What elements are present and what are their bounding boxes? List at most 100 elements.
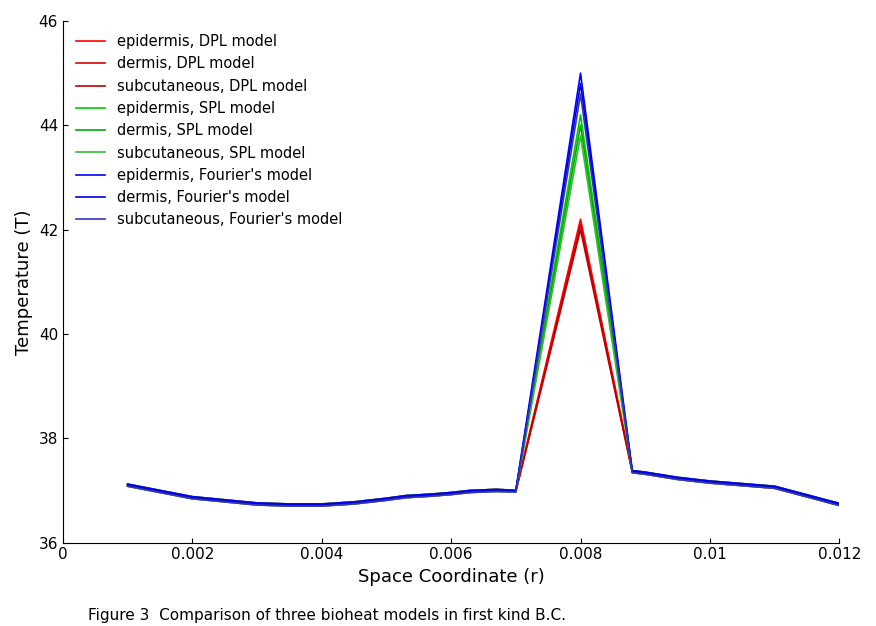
X-axis label: Space Coordinate (r): Space Coordinate (r) bbox=[357, 568, 545, 586]
subcutaneous, DPL model bbox=[400, 494, 411, 501]
epidermis, DPL model bbox=[834, 500, 844, 507]
dermis, SPL model bbox=[316, 501, 327, 509]
dermis, SPL model bbox=[672, 475, 682, 482]
dermis, DPL model bbox=[284, 501, 294, 509]
epidermis, DPL model bbox=[427, 490, 437, 498]
epidermis, DPL model bbox=[704, 477, 715, 485]
subcutaneous, SPL model bbox=[251, 501, 262, 509]
dermis, Fourier's model bbox=[576, 80, 586, 88]
dermis, DPL model bbox=[187, 494, 198, 501]
dermis, DPL model bbox=[381, 496, 392, 503]
dermis, SPL model bbox=[640, 470, 651, 477]
subcutaneous, DPL model bbox=[219, 498, 230, 506]
subcutaneous, Fourier's model bbox=[427, 493, 437, 500]
subcutaneous, Fourier's model bbox=[576, 90, 586, 98]
dermis, DPL model bbox=[219, 497, 230, 505]
epidermis, SPL model bbox=[349, 498, 359, 506]
dermis, SPL model bbox=[400, 493, 411, 500]
dermis, Fourier's model bbox=[123, 481, 133, 489]
epidermis, SPL model bbox=[627, 467, 638, 475]
subcutaneous, Fourier's model bbox=[381, 496, 392, 504]
dermis, SPL model bbox=[576, 121, 586, 129]
dermis, SPL model bbox=[465, 488, 476, 495]
dermis, SPL model bbox=[491, 486, 502, 494]
dermis, SPL model bbox=[834, 501, 844, 508]
epidermis, DPL model bbox=[576, 215, 586, 223]
subcutaneous, DPL model bbox=[576, 226, 586, 233]
subcutaneous, SPL model bbox=[349, 500, 359, 508]
dermis, SPL model bbox=[123, 481, 133, 489]
dermis, Fourier's model bbox=[400, 493, 411, 500]
dermis, SPL model bbox=[381, 496, 392, 503]
dermis, Fourier's model bbox=[834, 501, 844, 508]
subcutaneous, Fourier's model bbox=[349, 500, 359, 508]
dermis, DPL model bbox=[316, 501, 327, 509]
epidermis, Fourier's model bbox=[349, 498, 359, 506]
dermis, Fourier's model bbox=[640, 470, 651, 477]
dermis, Fourier's model bbox=[251, 500, 262, 508]
subcutaneous, SPL model bbox=[123, 483, 133, 490]
dermis, DPL model bbox=[251, 500, 262, 508]
epidermis, DPL model bbox=[219, 496, 230, 503]
subcutaneous, DPL model bbox=[427, 493, 437, 500]
subcutaneous, DPL model bbox=[627, 469, 638, 476]
epidermis, Fourier's model bbox=[381, 495, 392, 502]
subcutaneous, Fourier's model bbox=[491, 488, 502, 495]
epidermis, SPL model bbox=[400, 492, 411, 500]
epidermis, SPL model bbox=[576, 111, 586, 119]
dermis, SPL model bbox=[427, 491, 437, 499]
subcutaneous, SPL model bbox=[769, 485, 780, 492]
epidermis, Fourier's model bbox=[834, 500, 844, 507]
epidermis, DPL model bbox=[316, 500, 327, 508]
epidermis, Fourier's model bbox=[123, 480, 133, 488]
subcutaneous, SPL model bbox=[511, 488, 521, 496]
subcutaneous, SPL model bbox=[672, 476, 682, 483]
epidermis, SPL model bbox=[219, 496, 230, 503]
dermis, Fourier's model bbox=[769, 483, 780, 491]
Line: subcutaneous, DPL model: subcutaneous, DPL model bbox=[128, 230, 839, 506]
subcutaneous, SPL model bbox=[427, 493, 437, 500]
subcutaneous, SPL model bbox=[576, 132, 586, 140]
subcutaneous, Fourier's model bbox=[219, 498, 230, 506]
subcutaneous, DPL model bbox=[316, 502, 327, 510]
subcutaneous, DPL model bbox=[446, 491, 456, 498]
Text: Figure 3  Comparison of three bioheat models in first kind B.C.: Figure 3 Comparison of three bioheat mod… bbox=[88, 608, 566, 623]
subcutaneous, Fourier's model bbox=[672, 476, 682, 483]
subcutaneous, SPL model bbox=[704, 480, 715, 487]
dermis, Fourier's model bbox=[316, 501, 327, 509]
subcutaneous, DPL model bbox=[491, 488, 502, 495]
Line: dermis, DPL model: dermis, DPL model bbox=[128, 224, 839, 505]
dermis, Fourier's model bbox=[627, 468, 638, 475]
subcutaneous, Fourier's model bbox=[284, 502, 294, 510]
dermis, SPL model bbox=[446, 490, 456, 497]
dermis, Fourier's model bbox=[349, 499, 359, 506]
subcutaneous, SPL model bbox=[640, 471, 651, 478]
epidermis, Fourier's model bbox=[769, 483, 780, 490]
subcutaneous, SPL model bbox=[465, 489, 476, 496]
dermis, Fourier's model bbox=[491, 486, 502, 494]
subcutaneous, SPL model bbox=[316, 502, 327, 510]
epidermis, Fourier's model bbox=[284, 500, 294, 508]
epidermis, Fourier's model bbox=[672, 474, 682, 481]
subcutaneous, SPL model bbox=[187, 495, 198, 503]
epidermis, SPL model bbox=[769, 483, 780, 490]
epidermis, DPL model bbox=[123, 480, 133, 488]
epidermis, Fourier's model bbox=[187, 493, 198, 500]
epidermis, SPL model bbox=[123, 480, 133, 488]
subcutaneous, Fourier's model bbox=[704, 480, 715, 487]
dermis, SPL model bbox=[349, 499, 359, 506]
dermis, DPL model bbox=[465, 488, 476, 495]
dermis, SPL model bbox=[511, 487, 521, 495]
subcutaneous, DPL model bbox=[349, 500, 359, 508]
epidermis, DPL model bbox=[511, 486, 521, 494]
subcutaneous, DPL model bbox=[704, 480, 715, 487]
subcutaneous, Fourier's model bbox=[187, 495, 198, 503]
subcutaneous, SPL model bbox=[627, 469, 638, 476]
epidermis, SPL model bbox=[187, 493, 198, 500]
Line: epidermis, DPL model: epidermis, DPL model bbox=[128, 219, 839, 504]
epidermis, Fourier's model bbox=[316, 500, 327, 508]
Line: epidermis, SPL model: epidermis, SPL model bbox=[128, 115, 839, 504]
subcutaneous, Fourier's model bbox=[769, 485, 780, 492]
dermis, Fourier's model bbox=[465, 488, 476, 495]
dermis, DPL model bbox=[769, 483, 780, 491]
